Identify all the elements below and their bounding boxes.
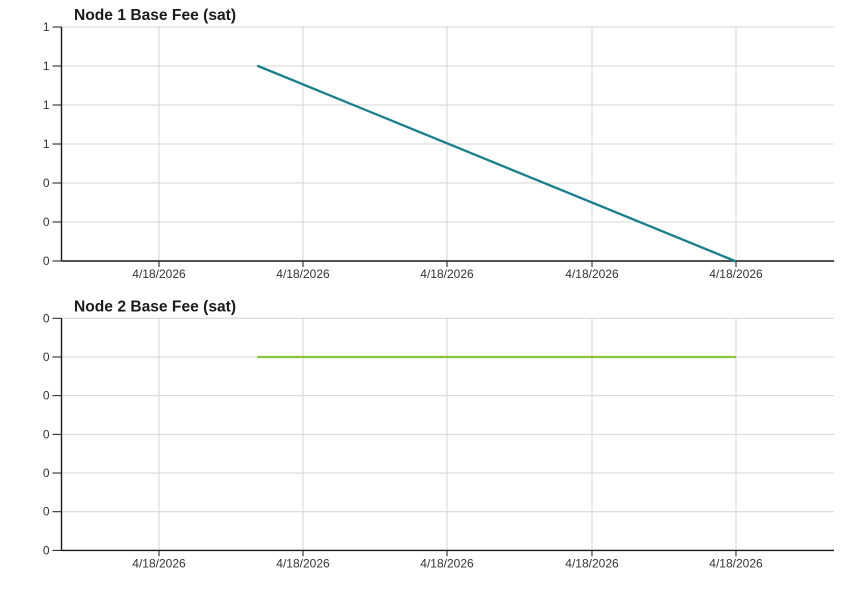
svg-text:0: 0 <box>43 505 50 519</box>
svg-text:4/18/2026: 4/18/2026 <box>132 556 186 570</box>
svg-text:4/18/2026: 4/18/2026 <box>420 556 474 570</box>
svg-text:4/18/2026: 4/18/2026 <box>565 267 619 281</box>
svg-text:0: 0 <box>43 254 50 268</box>
svg-text:0: 0 <box>43 215 50 229</box>
svg-text:Node 2 Base Fee (sat): Node 2 Base Fee (sat) <box>74 300 236 315</box>
svg-text:4/18/2026: 4/18/2026 <box>132 267 186 281</box>
svg-text:0: 0 <box>43 389 50 403</box>
svg-text:1: 1 <box>43 59 50 73</box>
svg-text:1: 1 <box>43 137 50 151</box>
svg-text:4/18/2026: 4/18/2026 <box>565 556 619 570</box>
svg-text:1: 1 <box>43 98 50 112</box>
svg-text:Node 1 Base Fee (sat): Node 1 Base Fee (sat) <box>74 7 236 24</box>
svg-text:4/18/2026: 4/18/2026 <box>276 556 330 570</box>
svg-text:4/18/2026: 4/18/2026 <box>276 267 330 281</box>
svg-text:4/18/2026: 4/18/2026 <box>709 267 763 281</box>
svg-text:4/18/2026: 4/18/2026 <box>420 267 474 281</box>
svg-text:0: 0 <box>43 311 50 325</box>
svg-text:0: 0 <box>43 176 50 190</box>
svg-text:1: 1 <box>43 20 50 34</box>
svg-text:0: 0 <box>43 427 50 441</box>
svg-text:0: 0 <box>43 466 50 480</box>
svg-text:0: 0 <box>43 350 50 364</box>
svg-text:4/18/2026: 4/18/2026 <box>709 556 763 570</box>
svg-text:0: 0 <box>43 543 50 557</box>
